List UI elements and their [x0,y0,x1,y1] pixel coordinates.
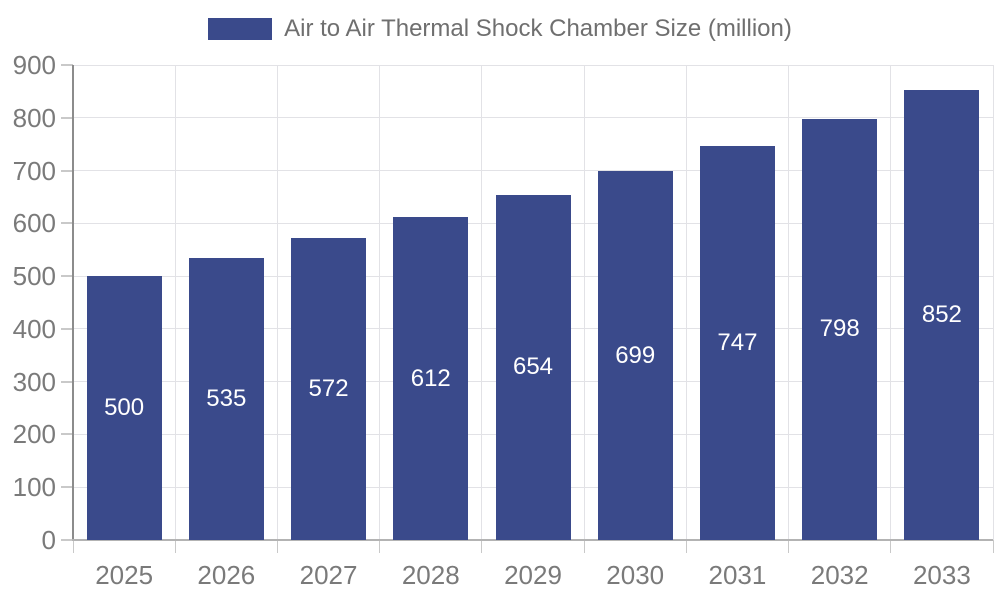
gridline-horizontal [73,170,993,172]
y-axis-tick-label: 500 [12,261,56,292]
y-axis-tick-label: 400 [12,313,56,344]
x-axis-tick-label: 2026 [197,560,256,590]
x-axis-tick-label: 2029 [504,560,562,590]
y-axis-tick-label: 200 [12,419,56,450]
gridline-vertical [788,65,790,540]
bar-value-label: 747 [717,328,758,356]
legend-label: Air to Air Thermal Shock Chamber Size (m… [284,15,792,42]
bar-2030 [597,171,673,540]
x-axis-tick [992,540,994,553]
y-axis-tick [61,64,73,66]
gridline-horizontal [73,64,993,66]
gridline-vertical [583,65,585,540]
y-axis-tick [61,380,73,383]
x-axis-tick [72,540,74,553]
y-axis-tick-label: 700 [12,155,56,186]
y-axis-tick-label: 600 [12,208,56,239]
x-axis-tick-label: 2031 [708,560,767,590]
y-axis-tick [61,539,73,541]
bar-value-label: 699 [615,341,656,369]
gridline-vertical [379,65,381,540]
x-axis-tick-label: 2025 [95,560,154,590]
bar-value-label: 535 [206,384,247,412]
y-axis-tick [61,116,73,119]
y-axis-tick [61,169,73,172]
bar-2025 [86,276,162,540]
x-axis-tick [685,540,687,553]
y-axis-tick [61,222,73,225]
y-axis-tick-label: 300 [12,366,56,397]
x-axis-tick [583,540,585,553]
bar-2027 [291,238,367,540]
bar-value-label: 612 [410,364,451,392]
y-axis-tick [61,275,73,278]
gridline-vertical [890,65,892,540]
y-axis-tick-label: 800 [12,102,56,133]
bar-2028 [393,217,469,540]
chart-legend[interactable]: Air to Air Thermal Shock Chamber Size (m… [0,15,1000,43]
plot-area: 0 100 200 300 400 500 600 700 800 900 500 2025 535 20… [13,52,994,588]
bar-value-label: 500 [104,394,145,422]
y-axis-tick [61,486,73,489]
bar-2032 [802,118,878,540]
gridline-vertical [481,65,483,540]
gridline-horizontal [73,117,993,119]
x-axis-tick [379,540,381,553]
bar-value-label: 572 [308,375,349,403]
gridline-vertical [276,65,278,540]
x-axis-tick-label: 2033 [912,560,971,590]
x-axis-tick-label: 2030 [606,560,665,590]
gridline-vertical [685,65,687,540]
bar-2033 [904,90,980,540]
gridline-vertical [992,65,994,540]
legend-swatch-icon [208,18,273,40]
bar-value-label: 852 [921,301,962,329]
y-axis-tick-label: 0 [41,525,56,555]
y-axis-tick [61,327,73,330]
x-axis-tick-label: 2032 [810,560,869,590]
x-axis-tick-label: 2028 [401,560,460,590]
bar-2029 [495,194,571,540]
bar-value-label: 798 [819,315,860,343]
x-axis-tick [276,540,278,553]
y-axis-tick-label: 900 [12,50,56,80]
y-axis-tick [61,433,73,436]
x-axis-tick [174,540,176,553]
bar-value-label: 654 [512,353,554,381]
x-axis-tick [481,540,483,553]
x-axis-tick [788,540,790,553]
y-axis-line [72,65,74,540]
gridline-vertical [174,65,176,540]
y-axis-tick-label: 100 [12,472,56,503]
x-axis-tick-label: 2027 [299,560,358,590]
x-axis-line [72,539,993,541]
bar-2031 [699,145,775,540]
bar-2026 [188,257,264,540]
x-axis-tick [890,540,892,553]
